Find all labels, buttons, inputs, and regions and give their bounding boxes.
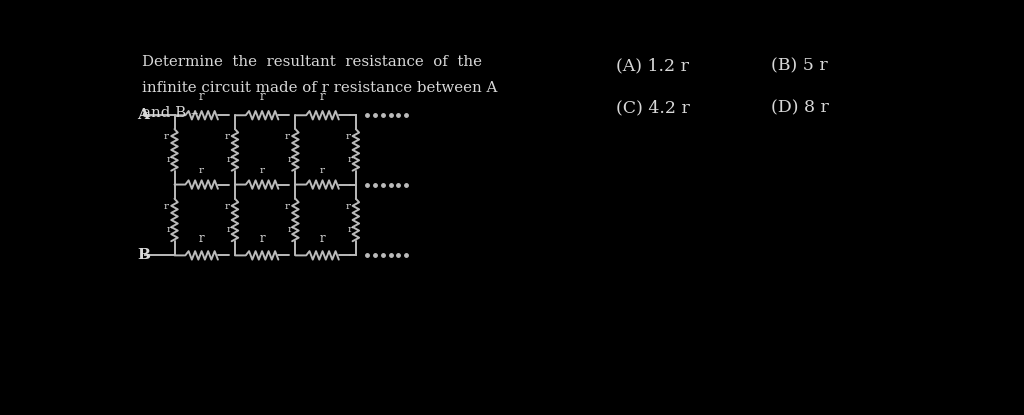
Text: r: r	[224, 203, 229, 211]
Text: r: r	[345, 203, 350, 211]
Text: r: r	[259, 166, 264, 175]
Text: and B –: and B –	[142, 106, 199, 120]
Text: r: r	[224, 132, 229, 142]
Text: r: r	[199, 90, 205, 103]
Text: r: r	[259, 90, 265, 103]
Text: (A) 1.2 r: (A) 1.2 r	[616, 58, 689, 75]
Text: r: r	[345, 132, 350, 142]
Text: r: r	[259, 232, 265, 245]
Text: r: r	[166, 225, 171, 234]
Text: r: r	[199, 166, 204, 175]
Text: r: r	[348, 155, 352, 164]
Text: r: r	[285, 203, 290, 211]
Text: (B) 5 r: (B) 5 r	[771, 58, 828, 75]
Text: B: B	[137, 249, 151, 262]
Text: r: r	[288, 225, 292, 234]
Text: r: r	[166, 155, 171, 164]
Text: infinite circuit made of r resistance between A: infinite circuit made of r resistance be…	[142, 81, 498, 95]
Text: r: r	[319, 232, 326, 245]
Text: r: r	[227, 155, 231, 164]
Text: Determine  the  resultant  resistance  of  the: Determine the resultant resistance of th…	[142, 55, 482, 69]
Text: r: r	[227, 225, 231, 234]
Text: (D) 8 r: (D) 8 r	[771, 100, 829, 117]
Text: r: r	[348, 225, 352, 234]
Text: (C) 4.2 r: (C) 4.2 r	[616, 100, 690, 117]
Text: r: r	[285, 132, 290, 142]
Text: r: r	[319, 90, 326, 103]
Text: r: r	[288, 155, 292, 164]
Text: r: r	[164, 132, 169, 142]
Text: r: r	[321, 166, 325, 175]
Text: r: r	[199, 232, 205, 245]
Text: r: r	[164, 203, 169, 211]
Text: A: A	[137, 108, 150, 122]
